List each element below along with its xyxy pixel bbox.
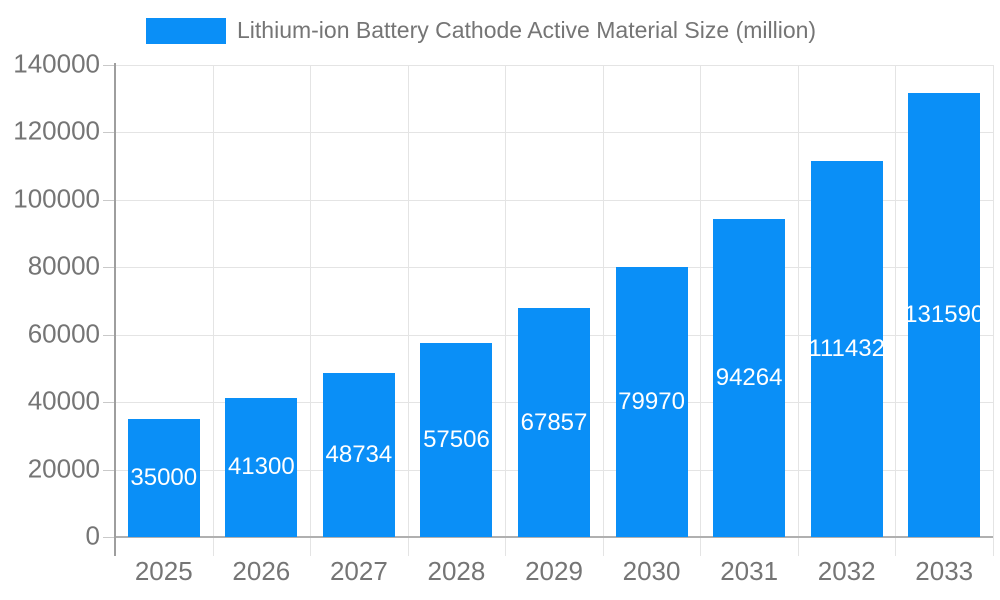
x-tick-label: 2028 (427, 556, 486, 586)
y-axis-tick (103, 537, 115, 538)
gridline-horizontal (115, 199, 993, 201)
bar-value-label: 67857 (520, 408, 588, 436)
y-tick-label: 60000 (27, 317, 100, 348)
baseline (115, 536, 993, 538)
x-tick-label: 2032 (817, 556, 876, 586)
y-tick-label: 80000 (27, 250, 100, 281)
bar (322, 372, 395, 537)
bar (225, 397, 298, 537)
y-tick-label: 20000 (27, 452, 100, 483)
bar (810, 161, 883, 537)
y-axis-tick (103, 65, 115, 66)
gridline-vertical (993, 65, 994, 556)
legend-label: Lithium-ion Battery Cathode Active Mater… (237, 16, 817, 43)
x-tick-label: 2026 (232, 556, 291, 586)
y-axis-tick (103, 132, 115, 134)
bar-value-label: 94264 (715, 364, 783, 392)
y-axis-tick (103, 334, 115, 336)
x-tick-label: 2029 (525, 556, 583, 586)
y-axis-tick (103, 199, 115, 201)
x-tick-label: 2031 (720, 556, 779, 586)
x-tick-label: 2025 (134, 556, 193, 586)
bar (420, 343, 493, 537)
y-tick-label: 40000 (27, 385, 100, 416)
x-tick-label: 2027 (329, 556, 388, 586)
y-tick-label: 0 (85, 520, 100, 551)
y-tick-label: 100000 (13, 183, 100, 214)
legend-swatch (146, 18, 226, 44)
gridline-vertical (700, 65, 702, 556)
y-axis-tick (103, 469, 115, 471)
gridline-vertical (310, 65, 312, 556)
y-axis-tick (103, 267, 115, 269)
gridline-vertical (602, 65, 604, 556)
gridline-horizontal (115, 132, 993, 134)
bar-value-label: 131590 (904, 301, 985, 329)
x-tick-label: 2030 (622, 556, 681, 586)
gridline-horizontal (115, 267, 993, 269)
x-tick-label: 2033 (915, 556, 974, 586)
bar (127, 419, 200, 537)
bar-value-label: 111432 (808, 335, 885, 363)
y-axis-tick (103, 402, 115, 404)
bar (908, 93, 981, 537)
gridline-vertical (895, 65, 897, 556)
bar-value-label: 35000 (130, 464, 198, 491)
bar-value-label: 57506 (423, 426, 490, 454)
bar (615, 267, 688, 537)
bar-value-label: 79970 (618, 388, 685, 416)
bar-value-label: 41300 (227, 453, 295, 481)
y-tick-label: 140000 (13, 48, 100, 79)
gridline-vertical (407, 65, 409, 556)
y-tick-label: 120000 (13, 115, 100, 146)
bar-value-label: 48734 (325, 440, 393, 468)
y-axis-line (114, 63, 116, 556)
bar (518, 308, 590, 537)
gridline-vertical (212, 65, 214, 556)
bar (713, 219, 786, 537)
gridline-horizontal (115, 65, 993, 66)
gridline-vertical (505, 65, 507, 556)
gridline-vertical (797, 65, 799, 556)
